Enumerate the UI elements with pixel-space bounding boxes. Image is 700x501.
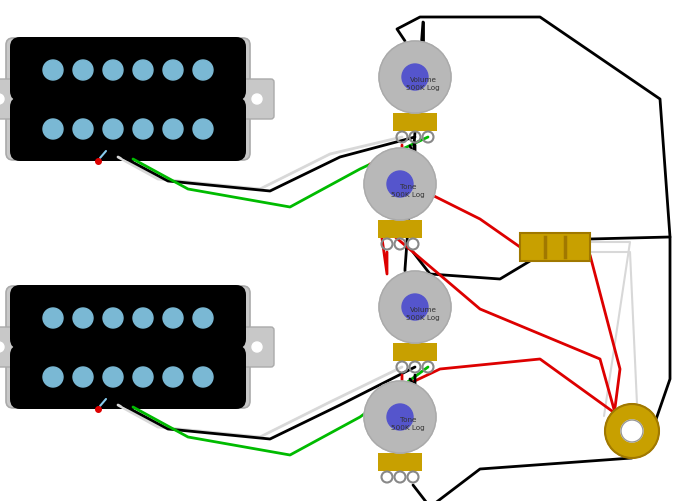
Circle shape xyxy=(43,120,63,140)
Circle shape xyxy=(43,309,63,328)
FancyBboxPatch shape xyxy=(0,327,16,367)
Circle shape xyxy=(133,367,153,387)
Circle shape xyxy=(103,309,123,328)
Circle shape xyxy=(103,61,123,81)
Circle shape xyxy=(103,120,123,140)
Circle shape xyxy=(133,61,153,81)
Circle shape xyxy=(43,367,63,387)
Circle shape xyxy=(252,342,262,352)
Circle shape xyxy=(163,367,183,387)
Circle shape xyxy=(73,120,93,140)
Circle shape xyxy=(193,61,213,81)
FancyBboxPatch shape xyxy=(10,345,246,409)
FancyBboxPatch shape xyxy=(378,220,422,238)
Circle shape xyxy=(163,120,183,140)
Circle shape xyxy=(163,309,183,328)
Circle shape xyxy=(402,295,428,320)
FancyBboxPatch shape xyxy=(10,286,246,349)
Text: Tone
500K Log: Tone 500K Log xyxy=(391,416,425,430)
Text: Volume
500K Log: Volume 500K Log xyxy=(406,77,440,91)
Circle shape xyxy=(103,367,123,387)
Circle shape xyxy=(73,309,93,328)
Circle shape xyxy=(193,367,213,387)
Circle shape xyxy=(73,61,93,81)
Circle shape xyxy=(163,61,183,81)
Circle shape xyxy=(193,309,213,328)
Circle shape xyxy=(379,42,451,114)
FancyBboxPatch shape xyxy=(378,453,422,471)
Circle shape xyxy=(402,65,428,91)
Circle shape xyxy=(621,420,643,442)
Text: Tone
500K Log: Tone 500K Log xyxy=(391,184,425,197)
FancyBboxPatch shape xyxy=(10,98,246,162)
Text: Volume
500K Log: Volume 500K Log xyxy=(406,307,440,320)
Circle shape xyxy=(252,95,262,105)
Circle shape xyxy=(0,342,4,352)
Circle shape xyxy=(133,309,153,328)
Circle shape xyxy=(364,381,436,453)
Circle shape xyxy=(605,404,659,458)
Circle shape xyxy=(387,404,413,430)
FancyBboxPatch shape xyxy=(393,114,437,132)
FancyBboxPatch shape xyxy=(6,287,250,408)
Circle shape xyxy=(364,149,436,220)
Circle shape xyxy=(0,95,4,105)
Circle shape xyxy=(73,367,93,387)
Circle shape xyxy=(379,272,451,343)
FancyBboxPatch shape xyxy=(6,39,250,161)
Circle shape xyxy=(387,172,413,197)
Circle shape xyxy=(43,61,63,81)
Circle shape xyxy=(193,120,213,140)
FancyBboxPatch shape xyxy=(0,80,16,120)
FancyBboxPatch shape xyxy=(10,38,246,102)
FancyBboxPatch shape xyxy=(393,343,437,361)
FancyBboxPatch shape xyxy=(240,80,274,120)
Circle shape xyxy=(133,120,153,140)
FancyBboxPatch shape xyxy=(240,327,274,367)
FancyBboxPatch shape xyxy=(520,233,590,262)
